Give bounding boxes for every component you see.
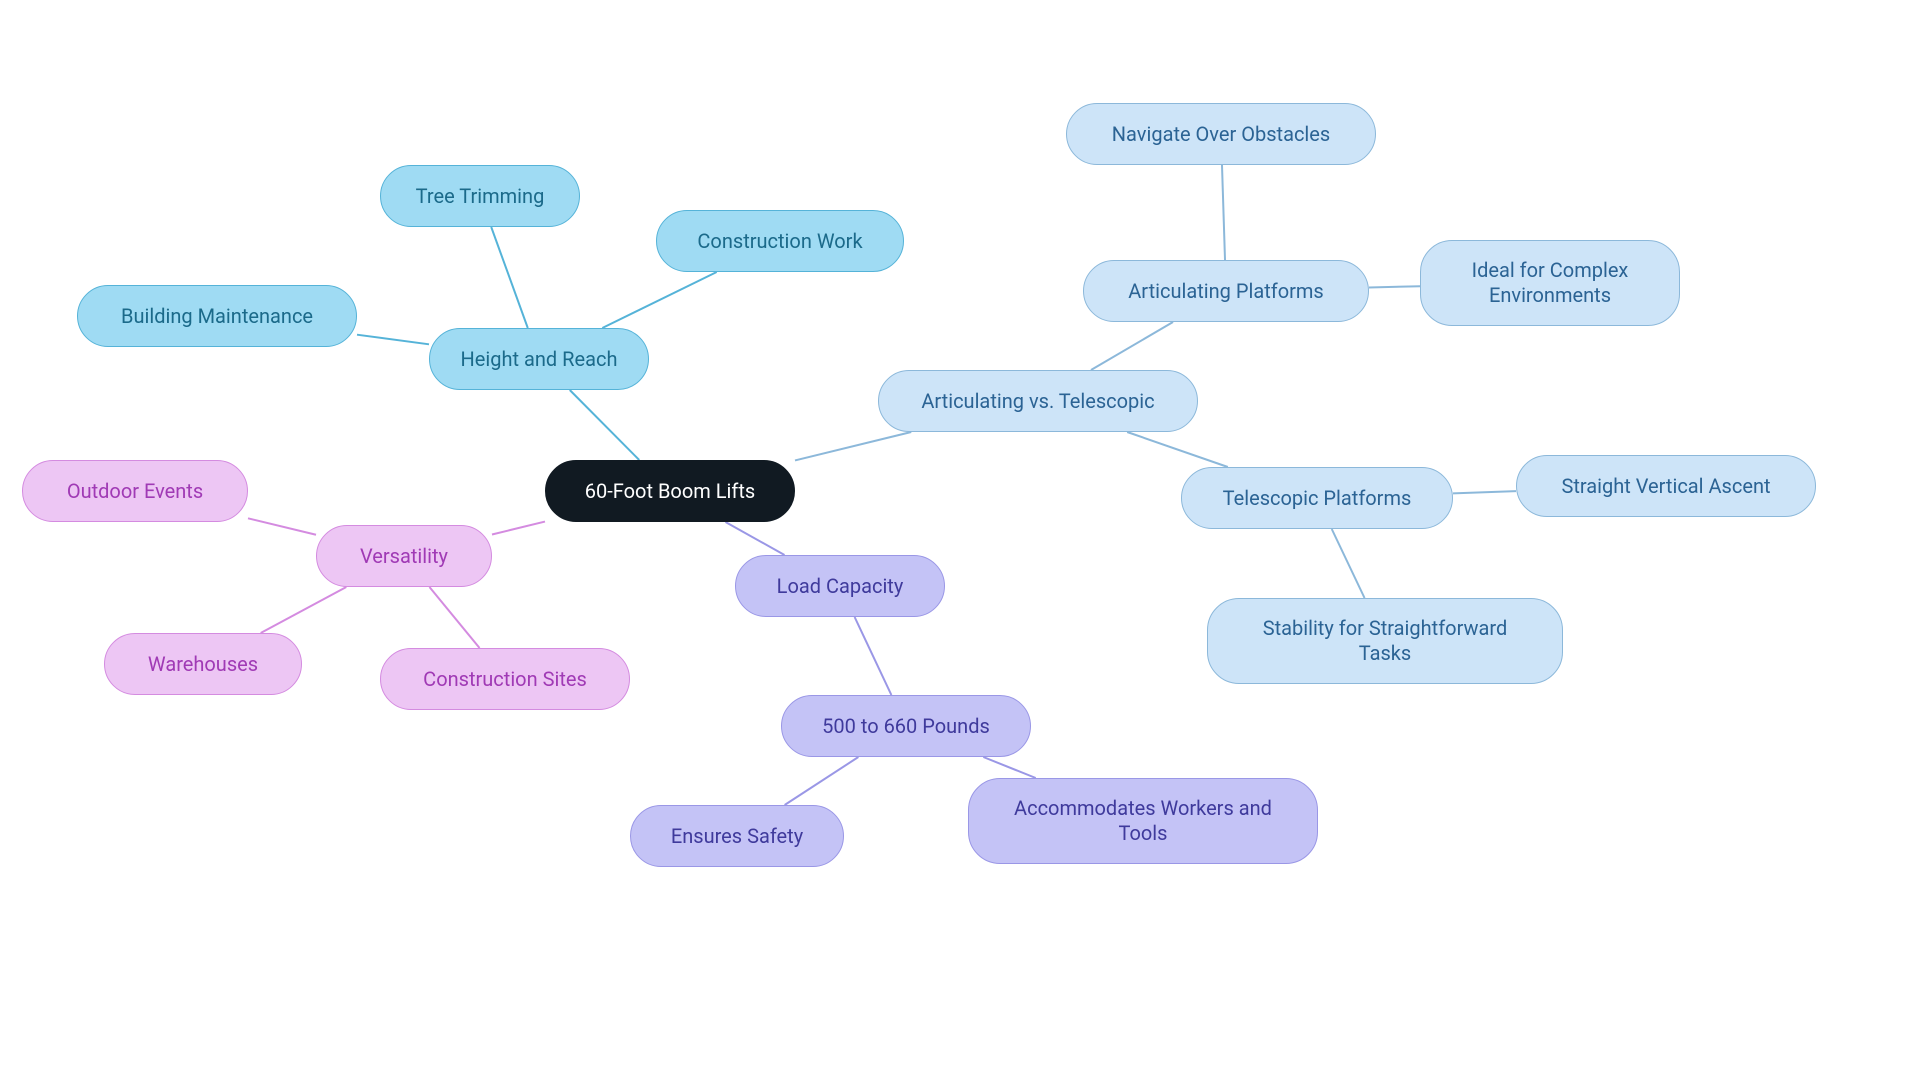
- node-construction_sites: Construction Sites: [380, 648, 630, 710]
- node-ideal_complex: Ideal for Complex Environments: [1420, 240, 1680, 326]
- edge-artic_vs_tele-to-tele_platforms: [1127, 432, 1228, 467]
- node-ensures_safety: Ensures Safety: [630, 805, 844, 867]
- edge-artic_platforms-to-nav_obstacles: [1222, 165, 1225, 260]
- edge-versatility-to-construction_sites: [429, 587, 479, 648]
- edge-tele_platforms-to-straight_vertical: [1453, 491, 1516, 493]
- edge-load_capacity-to-load_500_660: [855, 617, 892, 695]
- edge-height_reach-to-tree_trimming: [491, 227, 528, 328]
- node-artic_vs_tele: Articulating vs. Telescopic: [878, 370, 1198, 432]
- node-warehouses: Warehouses: [104, 633, 302, 695]
- node-tele_platforms: Telescopic Platforms: [1181, 467, 1453, 529]
- edge-artic_vs_tele-to-artic_platforms: [1091, 322, 1173, 370]
- node-stability: Stability for Straightforward Tasks: [1207, 598, 1563, 684]
- edge-root-to-versatility: [492, 522, 545, 535]
- mindmap-edges: [0, 0, 1920, 1083]
- node-nav_obstacles: Navigate Over Obstacles: [1066, 103, 1376, 165]
- node-root: 60-Foot Boom Lifts: [545, 460, 795, 522]
- node-versatility: Versatility: [316, 525, 492, 587]
- node-outdoor_events: Outdoor Events: [22, 460, 248, 522]
- edge-artic_platforms-to-ideal_complex: [1369, 286, 1420, 287]
- edge-versatility-to-outdoor_events: [248, 518, 316, 534]
- edge-root-to-artic_vs_tele: [795, 432, 911, 460]
- node-load_500_660: 500 to 660 Pounds: [781, 695, 1031, 757]
- edge-height_reach-to-construction_work: [602, 272, 716, 328]
- edge-root-to-height_reach: [570, 390, 639, 460]
- node-height_reach: Height and Reach: [429, 328, 649, 390]
- edge-load_500_660-to-accommodates: [983, 757, 1035, 778]
- node-artic_platforms: Articulating Platforms: [1083, 260, 1369, 322]
- edge-height_reach-to-building_maint: [357, 335, 429, 345]
- node-building_maint: Building Maintenance: [77, 285, 357, 347]
- edge-versatility-to-warehouses: [261, 587, 347, 633]
- node-construction_work: Construction Work: [656, 210, 904, 272]
- edge-root-to-load_capacity: [725, 522, 784, 555]
- node-straight_vertical: Straight Vertical Ascent: [1516, 455, 1816, 517]
- edge-tele_platforms-to-stability: [1332, 529, 1365, 598]
- edge-load_500_660-to-ensures_safety: [785, 757, 859, 805]
- node-tree_trimming: Tree Trimming: [380, 165, 580, 227]
- node-load_capacity: Load Capacity: [735, 555, 945, 617]
- node-accommodates: Accommodates Workers and Tools: [968, 778, 1318, 864]
